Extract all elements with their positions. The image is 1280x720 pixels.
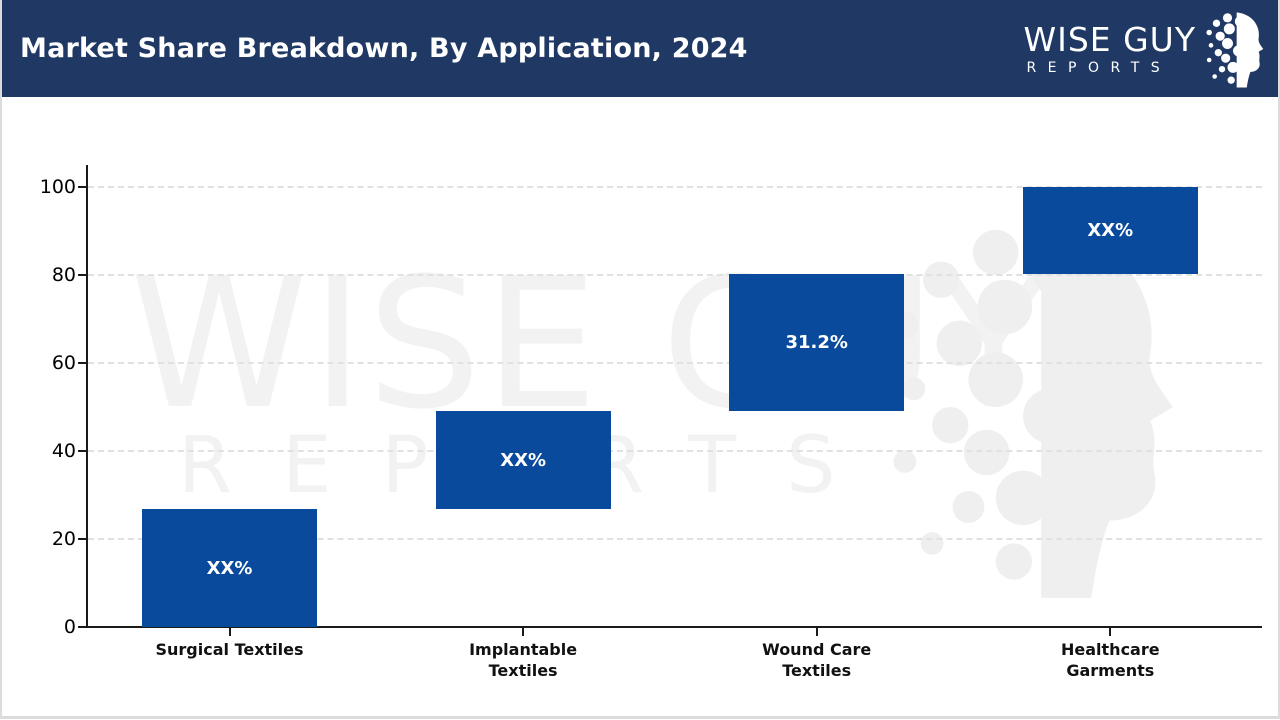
chart-title: Market Share Breakdown, By Application, … <box>20 33 748 64</box>
y-tick-label: 80 <box>51 264 76 286</box>
brand-logo: WISE GUY REPORTS <box>1023 8 1266 90</box>
x-axis-tick <box>522 628 525 636</box>
y-axis-tick <box>78 274 86 276</box>
x-category-label: Healthcare Garments <box>1061 640 1160 680</box>
x-axis-tick <box>1109 628 1112 636</box>
bar-segment: 31.2% <box>729 274 905 412</box>
y-tick-label: 20 <box>51 528 76 550</box>
gridline <box>88 362 1262 364</box>
y-axis-line <box>86 165 88 628</box>
brand-logo-text: WISE GUY REPORTS <box>1023 23 1196 75</box>
bar-value-label: XX% <box>206 557 253 579</box>
y-axis-tick <box>78 538 86 540</box>
gridline <box>88 450 1262 452</box>
dotted-face-profile-icon <box>1206 11 1264 87</box>
y-axis-tick <box>78 450 86 452</box>
bar-value-label: XX% <box>1087 220 1134 242</box>
gridline <box>88 538 1262 540</box>
y-tick-label: 60 <box>51 352 76 374</box>
bar-value-label: XX% <box>500 449 546 471</box>
gridline <box>88 274 1262 276</box>
brand-reports-text: REPORTS <box>1026 59 1172 76</box>
bar-segment: XX% <box>1022 187 1198 275</box>
x-axis-tick <box>228 628 231 636</box>
bar-segment: XX% <box>435 411 611 510</box>
watermark-dotted-face-icon <box>891 225 1173 598</box>
header-bar: Market Share Breakdown, By Application, … <box>0 0 1280 97</box>
y-tick-label: 0 <box>63 616 76 638</box>
bar-value-label: 31.2% <box>785 332 848 354</box>
bar-segment: XX% <box>142 509 317 627</box>
gridline <box>88 186 1262 188</box>
y-tick-label: 40 <box>51 440 76 462</box>
y-tick-label: 100 <box>39 176 76 198</box>
x-axis-line <box>86 626 1262 628</box>
x-category-label: Surgical Textiles <box>155 640 304 659</box>
x-axis-tick <box>815 628 818 636</box>
x-category-label: Implantable Textiles <box>469 640 578 680</box>
x-category-label: Wound Care Textiles <box>762 640 872 680</box>
brand-wordmark: WISE GUY <box>1023 19 1196 59</box>
y-axis-tick <box>78 362 86 364</box>
y-axis-tick <box>78 626 86 628</box>
y-axis-tick <box>78 186 86 188</box>
